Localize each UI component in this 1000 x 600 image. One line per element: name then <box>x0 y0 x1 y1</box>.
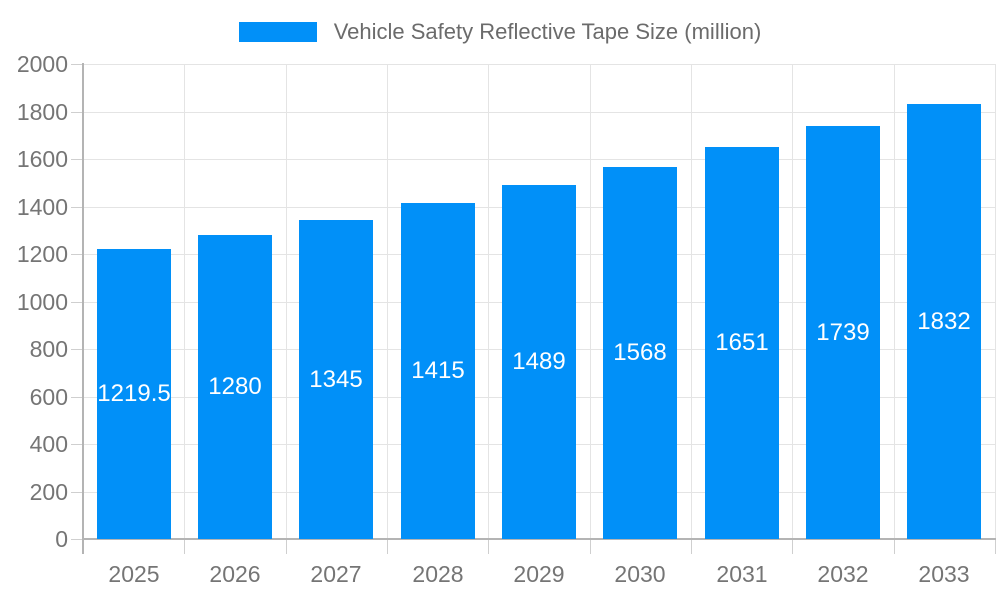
bar-value-label: 1415 <box>411 357 465 384</box>
x-axis-tick <box>488 539 489 554</box>
y-axis-tick <box>71 207 83 208</box>
y-axis-tick <box>71 397 83 398</box>
y-axis-tick <box>71 492 83 493</box>
x-axis-label: 2030 <box>614 561 666 587</box>
y-axis-line <box>82 63 84 554</box>
x-grid-line <box>387 64 388 539</box>
bar-value-label: 1345 <box>309 365 363 393</box>
bar[interactable]: 1345 <box>299 220 373 539</box>
bar-value-label: 1219.5 <box>97 380 171 407</box>
y-axis-label: 200 <box>29 479 68 505</box>
y-grid-line <box>83 64 995 65</box>
x-axis-label: 2028 <box>412 561 464 587</box>
x-axis-label: 2025 <box>108 561 160 587</box>
y-axis-label: 1200 <box>16 241 68 267</box>
x-axis-tick <box>286 539 287 554</box>
x-axis-label: 2029 <box>513 561 565 587</box>
bar-value-label: 1489 <box>512 348 566 375</box>
x-axis-tick <box>387 539 388 554</box>
x-grid-line <box>792 64 793 539</box>
y-axis-tick <box>71 159 83 160</box>
legend-item[interactable]: Vehicle Safety Reflective Tape Size (mil… <box>0 14 1000 50</box>
bar-value-label: 1568 <box>613 339 667 366</box>
y-axis-label: 1800 <box>16 99 68 125</box>
x-grid-line <box>691 64 692 539</box>
x-axis-tick <box>792 539 793 554</box>
bar[interactable]: 1219.5 <box>97 249 171 539</box>
y-axis-tick <box>71 349 83 350</box>
bar-value-label: 1832 <box>917 307 971 335</box>
x-axis-line <box>82 538 996 540</box>
y-axis-tick <box>71 112 83 113</box>
y-axis-label: 400 <box>29 431 68 457</box>
x-grid-line <box>894 64 895 539</box>
x-axis-label: 2027 <box>310 561 362 587</box>
x-grid-line <box>184 64 185 539</box>
x-axis-label: 2031 <box>716 561 768 587</box>
bar[interactable]: 1832 <box>907 104 981 539</box>
y-axis-label: 1600 <box>16 146 68 172</box>
y-axis-label: 2000 <box>16 51 68 77</box>
x-grid-line <box>995 64 996 539</box>
bar[interactable]: 1415 <box>401 203 475 539</box>
x-axis-tick <box>691 539 692 554</box>
x-axis-tick <box>894 539 895 554</box>
x-axis-label: 2033 <box>918 561 970 587</box>
legend-swatch-icon <box>238 22 317 42</box>
x-axis-label: 2032 <box>817 561 869 587</box>
y-axis-label: 800 <box>29 336 68 362</box>
bar-value-label: 1739 <box>816 318 870 346</box>
x-axis-tick <box>590 539 591 554</box>
x-grid-line <box>590 64 591 539</box>
y-grid-line <box>83 159 995 160</box>
x-grid-line <box>286 64 287 539</box>
y-grid-line <box>83 112 995 113</box>
bar[interactable]: 1651 <box>705 147 779 539</box>
y-axis-label: 1000 <box>16 289 68 315</box>
y-axis-label: 0 <box>55 526 68 552</box>
y-axis-tick <box>71 539 83 540</box>
bar[interactable]: 1280 <box>198 235 272 539</box>
y-axis-tick <box>71 302 83 303</box>
x-grid-line <box>488 64 489 539</box>
x-axis-tick <box>995 539 996 554</box>
y-axis-label: 1400 <box>16 194 68 220</box>
x-axis-tick <box>184 539 185 554</box>
bar[interactable]: 1489 <box>502 185 576 539</box>
legend-label: Vehicle Safety Reflective Tape Size (mil… <box>333 19 762 44</box>
y-axis-tick <box>71 254 83 255</box>
bar[interactable]: 1739 <box>806 126 880 539</box>
y-axis-tick <box>71 444 83 445</box>
bar[interactable]: 1568 <box>603 167 677 539</box>
bar-value-label: 1280 <box>208 373 262 400</box>
y-axis-label: 600 <box>29 384 68 410</box>
bar-value-label: 1651 <box>715 329 769 356</box>
x-axis-label: 2026 <box>209 561 261 587</box>
y-axis-tick <box>71 64 83 65</box>
